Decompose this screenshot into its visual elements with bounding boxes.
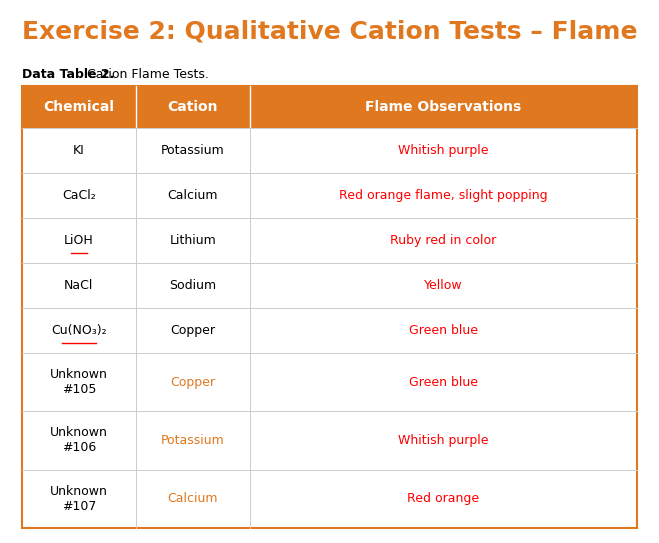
Text: Red orange: Red orange (407, 493, 479, 506)
Text: Exercise 2: Qualitative Cation Tests – Flame: Exercise 2: Qualitative Cation Tests – F… (22, 20, 637, 44)
Text: Cation: Cation (167, 100, 218, 114)
Text: Unknown
#105: Unknown #105 (50, 368, 108, 396)
Bar (22, 86, 637, 528)
Text: CaCl₂: CaCl₂ (62, 189, 96, 202)
Text: Unknown
#106: Unknown #106 (50, 426, 108, 454)
Text: Green blue: Green blue (409, 376, 478, 388)
Text: Copper: Copper (170, 324, 215, 337)
Text: Data Table 2.: Data Table 2. (22, 68, 115, 81)
Text: Whitish purple: Whitish purple (398, 434, 488, 447)
Text: Sodium: Sodium (169, 279, 216, 292)
Text: Red orange flame, slight popping: Red orange flame, slight popping (339, 189, 548, 202)
Text: Ruby red in color: Ruby red in color (390, 234, 496, 247)
Text: Unknown
#107: Unknown #107 (50, 485, 108, 513)
Text: Flame Observations: Flame Observations (365, 100, 521, 114)
Bar (22, 86, 637, 128)
Text: Potassium: Potassium (161, 434, 225, 447)
Text: Chemical: Chemical (43, 100, 115, 114)
Text: Cation Flame Tests.: Cation Flame Tests. (83, 68, 209, 81)
Text: LiOH: LiOH (64, 234, 94, 247)
Text: Lithium: Lithium (169, 234, 216, 247)
Text: Green blue: Green blue (409, 324, 478, 337)
Text: Copper: Copper (170, 376, 215, 388)
Text: KI: KI (73, 144, 85, 157)
Text: NaCl: NaCl (64, 279, 94, 292)
Text: Calcium: Calcium (167, 189, 218, 202)
Text: Calcium: Calcium (167, 493, 218, 506)
Text: Whitish purple: Whitish purple (398, 144, 488, 157)
Text: Potassium: Potassium (161, 144, 225, 157)
Text: Cu(NO₃)₂: Cu(NO₃)₂ (51, 324, 107, 337)
Text: Yellow: Yellow (424, 279, 463, 292)
